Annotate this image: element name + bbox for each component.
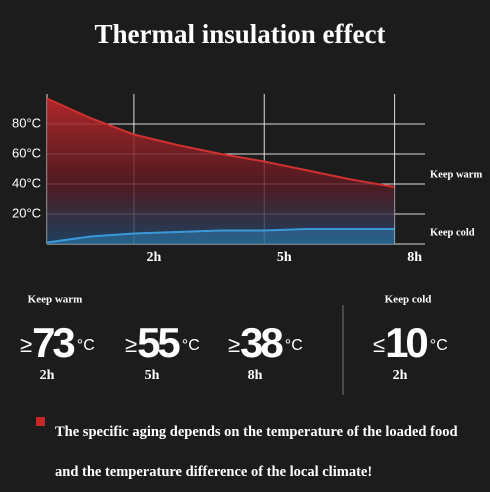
series-label: Keep warm <box>430 169 482 180</box>
stat-unit: °C <box>430 337 448 354</box>
stat-symbol: ≥ <box>125 332 137 357</box>
x-tick-label: 5h <box>277 250 292 265</box>
chart-title: Thermal insulation effect <box>95 19 386 49</box>
stat-time: 2h <box>40 368 55 383</box>
stat-time: 2h <box>393 368 408 383</box>
bullet <box>36 417 45 426</box>
stat: ≥55 °C <box>125 319 200 366</box>
stat-value: 10 <box>385 319 427 366</box>
stat-value: 55 <box>137 319 180 366</box>
area <box>47 229 395 244</box>
line <box>46 228 395 244</box>
stat-unit: °C <box>77 337 95 354</box>
series-label: Keep cold <box>430 227 475 238</box>
stat: ≤10 °C <box>373 319 448 366</box>
stat-unit: °C <box>182 337 200 354</box>
stat-symbol: ≤ <box>373 332 385 357</box>
y-tick-label: 60°C <box>12 145 41 160</box>
y-tick-label: 20°C <box>12 205 41 220</box>
stats-title: Keep warm <box>28 294 83 306</box>
stats-title: Keep cold <box>385 294 432 306</box>
stat-symbol: ≥ <box>20 332 32 357</box>
stat-symbol: ≥ <box>228 332 240 357</box>
x-tick-label: 8h <box>407 250 422 265</box>
stat-value: 73 <box>32 319 74 366</box>
stat: ≥38 °C <box>228 319 303 366</box>
y-tick-label: 80°C <box>12 115 41 130</box>
stat-time: 5h <box>145 368 160 383</box>
stat-unit: °C <box>285 337 303 354</box>
x-tick-label: 2h <box>146 250 161 265</box>
y-tick-label: 40°C <box>12 175 41 190</box>
stat: ≥73 °C <box>20 319 95 366</box>
stat-value: 38 <box>240 319 283 366</box>
stat-time: 8h <box>248 368 263 383</box>
note: The specific aging depends on the temper… <box>55 424 458 480</box>
line <box>46 97 395 188</box>
